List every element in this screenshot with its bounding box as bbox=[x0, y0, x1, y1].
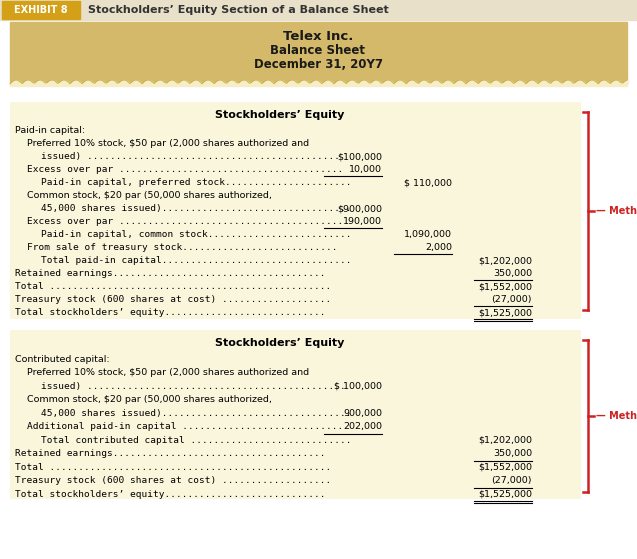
Text: 10,000: 10,000 bbox=[349, 165, 382, 174]
Text: $1,525,000: $1,525,000 bbox=[478, 308, 532, 318]
Text: December 31, 20Y7: December 31, 20Y7 bbox=[254, 58, 382, 70]
Bar bbox=[2, 1, 80, 19]
Text: $1,202,000: $1,202,000 bbox=[478, 256, 532, 266]
Text: $1,552,000: $1,552,000 bbox=[478, 463, 532, 472]
Bar bbox=[10, 102, 580, 318]
Text: Total contributed capital ............................: Total contributed capital ..............… bbox=[41, 436, 352, 445]
Text: $1,552,000: $1,552,000 bbox=[478, 282, 532, 291]
Text: Paid-in capital, preferred stock......................: Paid-in capital, preferred stock........… bbox=[41, 178, 352, 187]
Text: Total stockholders’ equity............................: Total stockholders’ equity..............… bbox=[15, 308, 326, 318]
Text: Common stock, $20 par (50,000 shares authorized,: Common stock, $20 par (50,000 shares aut… bbox=[27, 191, 272, 200]
Text: EXHIBIT 8: EXHIBIT 8 bbox=[14, 5, 68, 15]
Text: Excess over par .......................................: Excess over par ........................… bbox=[27, 165, 343, 174]
Text: Preferred 10% stock, $50 par (2,000 shares authorized and: Preferred 10% stock, $50 par (2,000 shar… bbox=[27, 368, 309, 377]
Text: $ 100,000: $ 100,000 bbox=[334, 382, 382, 391]
Text: Excess over par .......................................: Excess over par ........................… bbox=[27, 217, 343, 226]
Text: — Method 1: — Method 1 bbox=[596, 206, 637, 216]
Text: 45,000 shares issued).................................: 45,000 shares issued)...................… bbox=[41, 204, 352, 213]
Bar bbox=[0, 0, 637, 20]
Text: Treasury stock (600 shares at cost) ...................: Treasury stock (600 shares at cost) ....… bbox=[15, 476, 331, 485]
Text: Contributed capital:: Contributed capital: bbox=[15, 355, 110, 364]
Text: Paid-in capital, common stock.........................: Paid-in capital, common stock...........… bbox=[41, 230, 352, 239]
Text: issued) ............................................: issued) ................................… bbox=[41, 152, 340, 161]
Bar bbox=[10, 330, 580, 498]
Text: (27,000): (27,000) bbox=[492, 295, 532, 304]
Text: From sale of treasury stock...........................: From sale of treasury stock.............… bbox=[27, 243, 338, 252]
Text: $ 110,000: $ 110,000 bbox=[404, 178, 452, 187]
Text: $1,202,000: $1,202,000 bbox=[478, 436, 532, 445]
Text: Retained earnings.....................................: Retained earnings.......................… bbox=[15, 449, 326, 458]
Text: Retained earnings.....................................: Retained earnings.......................… bbox=[15, 269, 326, 278]
Text: (27,000): (27,000) bbox=[492, 476, 532, 485]
Text: Common stock, $20 par (50,000 shares authorized,: Common stock, $20 par (50,000 shares aut… bbox=[27, 395, 272, 404]
Text: $1,525,000: $1,525,000 bbox=[478, 490, 532, 499]
Text: Total stockholders’ equity............................: Total stockholders’ equity..............… bbox=[15, 490, 326, 499]
Text: Total .................................................: Total ..................................… bbox=[15, 463, 331, 472]
Bar bbox=[10, 22, 627, 84]
Text: 350,000: 350,000 bbox=[493, 269, 532, 278]
Text: 202,000: 202,000 bbox=[343, 423, 382, 432]
Text: Total .................................................: Total ..................................… bbox=[15, 282, 331, 291]
Text: Stockholders’ Equity: Stockholders’ Equity bbox=[215, 338, 345, 348]
Text: Telex Inc.: Telex Inc. bbox=[283, 30, 353, 42]
Text: 1,090,000: 1,090,000 bbox=[404, 230, 452, 239]
Text: Balance Sheet: Balance Sheet bbox=[271, 44, 366, 56]
Text: Treasury stock (600 shares at cost) ...................: Treasury stock (600 shares at cost) ....… bbox=[15, 295, 331, 304]
Text: 2,000: 2,000 bbox=[425, 243, 452, 252]
Text: Preferred 10% stock, $50 par (2,000 shares authorized and: Preferred 10% stock, $50 par (2,000 shar… bbox=[27, 139, 309, 148]
Text: $900,000: $900,000 bbox=[337, 204, 382, 213]
Text: Stockholders’ Equity Section of a Balance Sheet: Stockholders’ Equity Section of a Balanc… bbox=[88, 5, 389, 15]
Text: — Method 2: — Method 2 bbox=[596, 411, 637, 421]
Text: 900,000: 900,000 bbox=[343, 409, 382, 418]
Text: 350,000: 350,000 bbox=[493, 449, 532, 458]
Text: Total paid-in capital.................................: Total paid-in capital...................… bbox=[41, 256, 352, 266]
Text: Additional paid-in capital ............................: Additional paid-in capital .............… bbox=[27, 423, 343, 432]
Text: Paid-in capital:: Paid-in capital: bbox=[15, 126, 85, 135]
Text: $100,000: $100,000 bbox=[337, 152, 382, 161]
Text: Stockholders’ Equity: Stockholders’ Equity bbox=[215, 110, 345, 120]
Text: 190,000: 190,000 bbox=[343, 217, 382, 226]
Text: 45,000 shares issued).................................: 45,000 shares issued)...................… bbox=[41, 409, 352, 418]
Text: issued) .............................................: issued) ................................… bbox=[41, 382, 346, 391]
